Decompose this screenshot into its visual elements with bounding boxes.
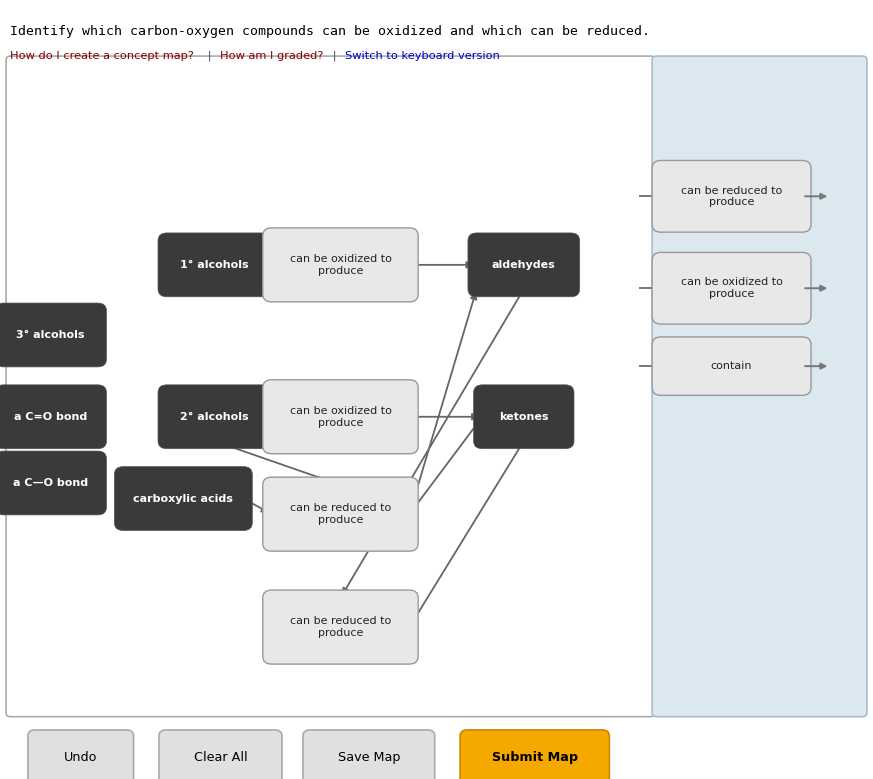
Text: |: | (329, 51, 340, 61)
Text: How do I create a concept map?: How do I create a concept map? (10, 51, 195, 61)
Text: How am I graded?: How am I graded? (220, 51, 323, 61)
Text: a C=O bond: a C=O bond (14, 412, 87, 421)
Text: 2° alcohols: 2° alcohols (180, 412, 248, 421)
FancyBboxPatch shape (0, 385, 107, 449)
FancyBboxPatch shape (652, 252, 811, 324)
FancyBboxPatch shape (0, 303, 107, 367)
Text: ketones: ketones (499, 412, 548, 421)
Text: can be reduced to
produce: can be reduced to produce (290, 503, 391, 525)
Text: Undo: Undo (64, 751, 98, 763)
Text: can be oxidized to
produce: can be oxidized to produce (681, 277, 782, 299)
FancyBboxPatch shape (460, 730, 609, 779)
Text: can be oxidized to
produce: can be oxidized to produce (290, 254, 391, 276)
Text: Submit Map: Submit Map (491, 751, 578, 763)
FancyBboxPatch shape (652, 160, 811, 232)
Text: Identify which carbon-oxygen compounds can be oxidized and which can be reduced.: Identify which carbon-oxygen compounds c… (10, 25, 650, 38)
FancyBboxPatch shape (263, 227, 418, 301)
Text: carboxylic acids: carboxylic acids (134, 494, 233, 503)
Text: 3° alcohols: 3° alcohols (17, 330, 85, 340)
FancyBboxPatch shape (158, 385, 270, 449)
Text: |: | (204, 51, 216, 61)
Text: Switch to keyboard version: Switch to keyboard version (345, 51, 499, 61)
Text: can be reduced to
produce: can be reduced to produce (290, 616, 391, 638)
Text: aldehydes: aldehydes (491, 260, 556, 270)
Text: contain: contain (711, 361, 753, 371)
FancyBboxPatch shape (473, 385, 574, 449)
FancyBboxPatch shape (263, 379, 418, 453)
Text: 1° alcohols: 1° alcohols (180, 260, 248, 270)
Text: a C—O bond: a C—O bond (13, 478, 88, 488)
Text: can be reduced to
produce: can be reduced to produce (681, 185, 782, 207)
FancyBboxPatch shape (0, 451, 107, 515)
Text: Clear All: Clear All (194, 751, 247, 763)
FancyBboxPatch shape (263, 477, 418, 552)
FancyBboxPatch shape (652, 337, 811, 396)
Text: can be oxidized to
produce: can be oxidized to produce (290, 406, 391, 428)
FancyBboxPatch shape (158, 233, 270, 297)
FancyBboxPatch shape (263, 590, 418, 664)
FancyBboxPatch shape (303, 730, 435, 779)
FancyBboxPatch shape (114, 467, 252, 530)
FancyBboxPatch shape (652, 56, 867, 717)
FancyBboxPatch shape (28, 730, 134, 779)
FancyBboxPatch shape (6, 56, 655, 717)
FancyBboxPatch shape (159, 730, 282, 779)
Text: Save Map: Save Map (338, 751, 400, 763)
FancyBboxPatch shape (468, 233, 580, 297)
